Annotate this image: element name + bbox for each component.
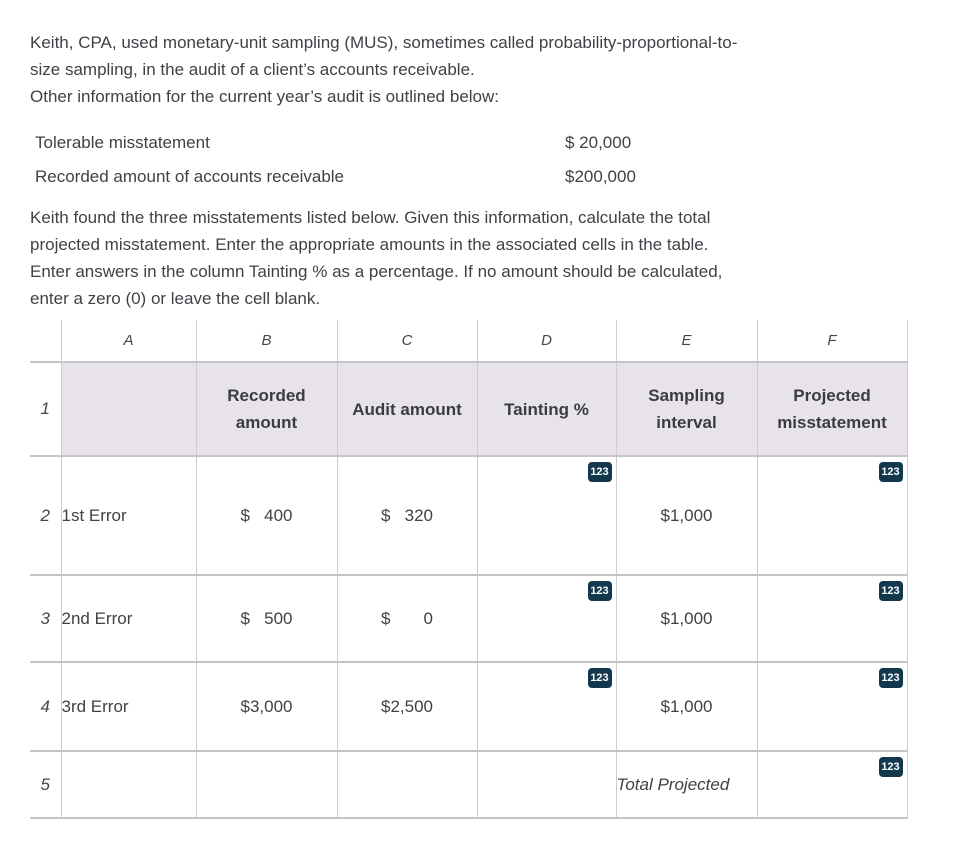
column-letter-b: B — [196, 320, 338, 363]
table-row-3rd-error: 4 3rd Error $3,000 $2,500 123 $1,000 123 — [30, 662, 908, 752]
header-projected-misstatement: Projected misstatement — [757, 362, 908, 457]
instructions-line-1: Keith found the three misstatements list… — [30, 208, 711, 227]
row-number-5: 5 — [30, 751, 62, 819]
numeric-entry-icon: 123 — [878, 581, 903, 601]
row-number-2: 2 — [30, 456, 62, 576]
empty-cell — [196, 751, 338, 819]
sampling-interval-cell: $1,000 — [616, 456, 758, 576]
info-label: Recorded amount of accounts receivable — [35, 167, 345, 186]
info-value: $200,000 — [565, 167, 636, 186]
audit-amount-cell: $ 0 — [337, 575, 478, 663]
intro-line-1: Keith, CPA, used monetary-unit sampling … — [30, 33, 738, 52]
table-row-total: 5 Total Projected 123 — [30, 751, 908, 819]
audit-info-list: Tolerable misstatement $ 20,000 Recorded… — [35, 126, 934, 194]
column-letter-a: A — [61, 320, 197, 363]
empty-cell — [337, 751, 478, 819]
tainting-input-cell-row2[interactable]: 123 — [477, 456, 617, 576]
projected-input-cell-row3[interactable]: 123 — [757, 575, 908, 663]
recorded-amount-cell: $ 500 — [196, 575, 338, 663]
instructions-line-2: projected misstatement. Enter the approp… — [30, 235, 709, 254]
error-label-cell: 1st Error — [61, 456, 197, 576]
empty-cell — [61, 751, 197, 819]
info-row-recorded-amount: Recorded amount of accounts receivable $… — [35, 160, 934, 194]
sampling-interval-cell: $1,000 — [616, 662, 758, 752]
tainting-input-cell-row4[interactable]: 123 — [477, 662, 617, 752]
empty-cell — [477, 751, 617, 819]
projected-input-cell-row2[interactable]: 123 — [757, 456, 908, 576]
total-projected-input-cell[interactable]: 123 — [757, 751, 908, 819]
instructions-line-3: Enter answers in the column Tainting % a… — [30, 262, 723, 281]
audit-amount-cell: $2,500 — [337, 662, 478, 752]
table-row-2nd-error: 3 2nd Error $ 500 $ 0 123 $1,000 123 — [30, 575, 908, 663]
numeric-entry-icon: 123 — [587, 581, 612, 601]
row-number-3: 3 — [30, 575, 62, 663]
total-projected-label: Total Projected — [616, 751, 758, 819]
intro-paragraph: Keith, CPA, used monetary-unit sampling … — [30, 29, 925, 110]
intro-line-3: Other information for the current year’s… — [30, 87, 500, 106]
info-row-tolerable-misstatement: Tolerable misstatement $ 20,000 — [35, 126, 934, 160]
row-number-1: 1 — [30, 362, 62, 457]
info-label: Tolerable misstatement — [35, 133, 210, 152]
header-audit-amount: Audit amount — [337, 362, 478, 457]
header-tainting-percent: Tainting % — [477, 362, 617, 457]
row-number-4: 4 — [30, 662, 62, 752]
error-label-cell: 2nd Error — [61, 575, 197, 663]
header-cell-empty — [61, 362, 197, 457]
table-header-row: 1 Recorded amount Audit amount Tainting … — [30, 362, 908, 457]
numeric-entry-icon: 123 — [878, 462, 903, 482]
numeric-entry-icon: 123 — [587, 668, 612, 688]
instructions-paragraph: Keith found the three misstatements list… — [30, 204, 925, 312]
intro-line-2: size sampling, in the audit of a client’… — [30, 60, 475, 79]
column-letter-f: F — [757, 320, 908, 363]
projected-input-cell-row4[interactable]: 123 — [757, 662, 908, 752]
header-recorded-amount: Recorded amount — [196, 362, 338, 457]
error-label-cell: 3rd Error — [61, 662, 197, 752]
info-value: $ 20,000 — [565, 133, 632, 152]
table-row-1st-error: 2 1st Error $ 400 $ 320 123 $1,000 123 — [30, 456, 908, 576]
recorded-amount-cell: $ 400 — [196, 456, 338, 576]
spreadsheet-table: A B C D E F 1 Recorded amount Audit amou… — [30, 320, 908, 819]
column-letter-e: E — [616, 320, 758, 363]
numeric-entry-icon: 123 — [878, 757, 903, 777]
sampling-interval-cell: $1,000 — [616, 575, 758, 663]
numeric-entry-icon: 123 — [587, 462, 612, 482]
column-letter-c: C — [337, 320, 478, 363]
column-letters-row: A B C D E F — [30, 320, 908, 363]
column-letter-d: D — [477, 320, 617, 363]
instructions-line-4: enter a zero (0) or leave the cell blank… — [30, 289, 321, 308]
header-sampling-interval: Sampling interval — [616, 362, 758, 457]
corner-cell — [30, 320, 62, 363]
recorded-amount-cell: $3,000 — [196, 662, 338, 752]
tainting-input-cell-row3[interactable]: 123 — [477, 575, 617, 663]
numeric-entry-icon: 123 — [878, 668, 903, 688]
audit-amount-cell: $ 320 — [337, 456, 478, 576]
